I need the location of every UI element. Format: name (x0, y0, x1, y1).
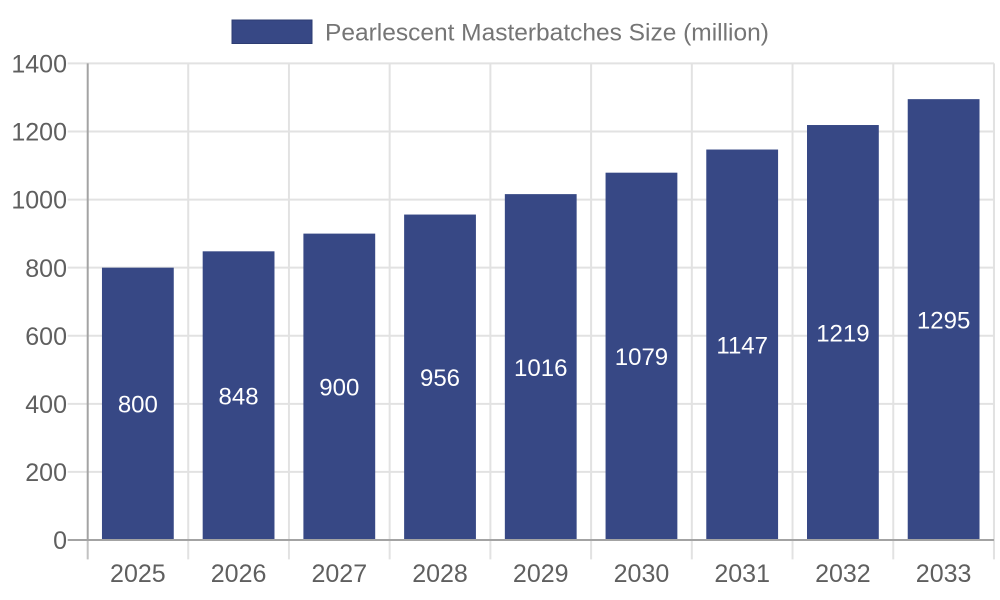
svg-text:800: 800 (25, 255, 67, 283)
svg-text:1200: 1200 (11, 119, 67, 147)
svg-text:Pearlescent Masterbatches Size: Pearlescent Masterbatches Size (million) (325, 19, 769, 46)
svg-text:2028: 2028 (412, 560, 468, 588)
svg-text:600: 600 (25, 323, 67, 351)
svg-text:2027: 2027 (311, 560, 367, 588)
svg-text:848: 848 (219, 383, 259, 410)
svg-text:900: 900 (319, 375, 359, 402)
svg-text:1295: 1295 (917, 307, 970, 334)
svg-text:1079: 1079 (615, 344, 668, 371)
svg-text:400: 400 (25, 391, 67, 419)
svg-text:1016: 1016 (514, 355, 567, 382)
svg-text:2032: 2032 (815, 560, 871, 588)
svg-text:2029: 2029 (513, 560, 569, 588)
svg-text:200: 200 (25, 459, 67, 487)
svg-text:1000: 1000 (11, 187, 67, 215)
svg-text:956: 956 (420, 365, 460, 392)
svg-text:2026: 2026 (211, 560, 267, 588)
svg-text:0: 0 (53, 527, 67, 555)
svg-text:2025: 2025 (110, 560, 166, 588)
svg-text:2033: 2033 (916, 560, 972, 588)
svg-text:800: 800 (118, 392, 158, 419)
svg-text:2030: 2030 (614, 560, 670, 588)
svg-text:1219: 1219 (816, 320, 869, 347)
svg-text:1147: 1147 (716, 333, 768, 360)
svg-text:2031: 2031 (714, 560, 770, 588)
svg-text:1400: 1400 (11, 51, 67, 79)
